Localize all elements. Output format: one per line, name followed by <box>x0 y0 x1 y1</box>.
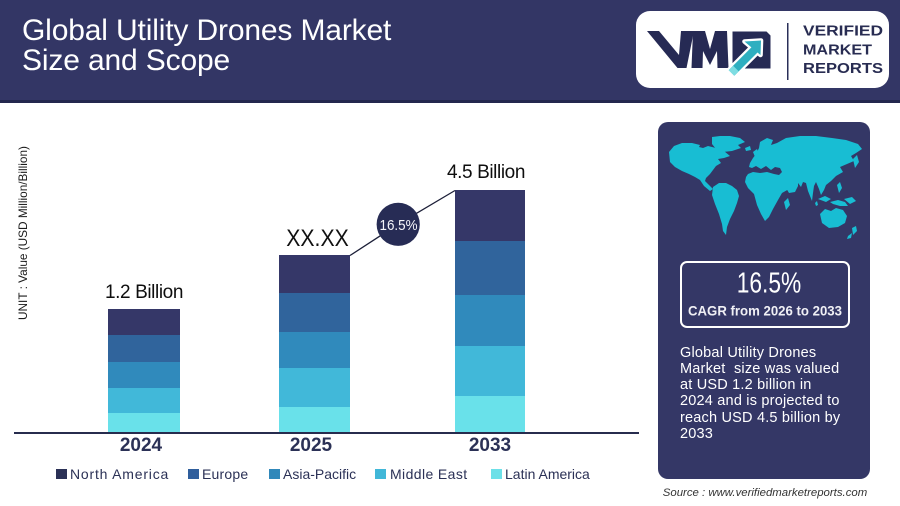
svg-text:XX.XX: XX.XX <box>286 225 349 252</box>
svg-text:MARKET: MARKET <box>803 42 872 58</box>
svg-text:VERIFIED: VERIFIED <box>803 24 883 40</box>
svg-text:16.5%: 16.5% <box>737 268 802 300</box>
svg-text:REPORTS: REPORTS <box>803 61 883 77</box>
svg-text:CAGR from 2026 to 2033: CAGR from 2026 to 2033 <box>688 303 842 319</box>
svg-text:16.5%: 16.5% <box>380 217 418 234</box>
